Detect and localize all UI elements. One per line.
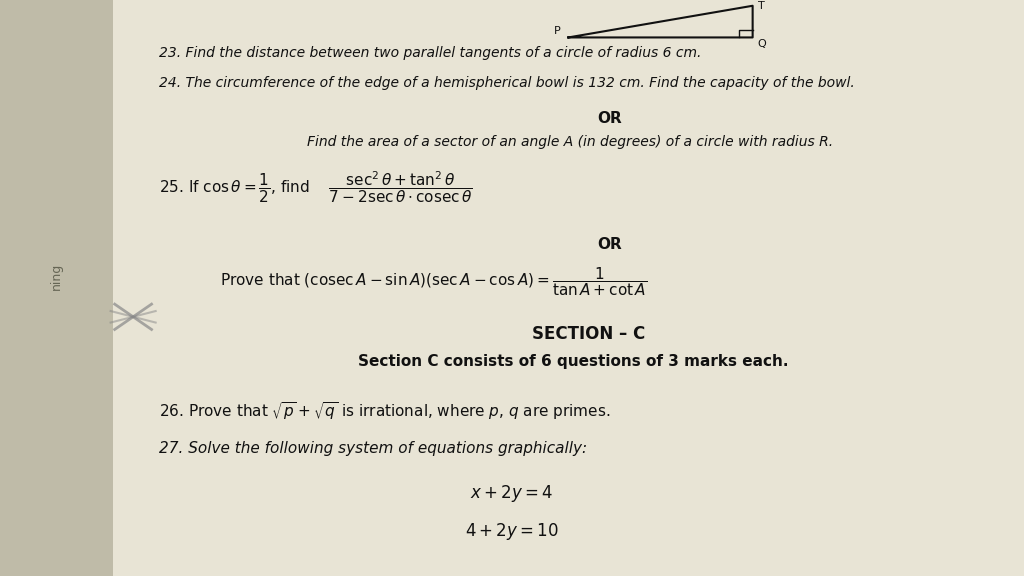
Text: 25. If $\cos\theta = \dfrac{1}{2}$, find $\quad\dfrac{\sec^2\theta + \tan^2\thet: 25. If $\cos\theta = \dfrac{1}{2}$, find… bbox=[159, 170, 472, 206]
Text: Q: Q bbox=[758, 39, 767, 48]
Text: SECTION – C: SECTION – C bbox=[532, 325, 645, 343]
Text: $4 + 2y = 10$: $4 + 2y = 10$ bbox=[465, 521, 559, 542]
Polygon shape bbox=[113, 0, 1024, 576]
Text: 27. Solve the following system of equations graphically:: 27. Solve the following system of equati… bbox=[159, 441, 587, 456]
Text: 24. The circumference of the edge of a hemispherical bowl is 132 cm. Find the ca: 24. The circumference of the edge of a h… bbox=[159, 76, 854, 90]
Text: Find the area of a sector of an angle A (in degrees) of a circle with radius R.: Find the area of a sector of an angle A … bbox=[307, 135, 834, 149]
Text: T: T bbox=[758, 1, 765, 11]
Text: P: P bbox=[553, 26, 560, 36]
Text: ning: ning bbox=[50, 263, 62, 290]
Text: 26. Prove that $\sqrt{p} + \sqrt{q}$ is irrational, where $p$, $q$ are primes.: 26. Prove that $\sqrt{p} + \sqrt{q}$ is … bbox=[159, 400, 610, 422]
Polygon shape bbox=[0, 0, 113, 576]
Text: OR: OR bbox=[597, 237, 622, 252]
Text: $x + 2y = 4$: $x + 2y = 4$ bbox=[470, 483, 554, 503]
Text: Section C consists of 6 questions of 3 marks each.: Section C consists of 6 questions of 3 m… bbox=[358, 354, 788, 369]
Text: Prove that $(\mathrm{cosec}\,A - \sin A)(\sec A - \cos A) = \dfrac{1}{\tan A + \: Prove that $(\mathrm{cosec}\,A - \sin A)… bbox=[220, 265, 647, 298]
Text: OR: OR bbox=[597, 111, 622, 126]
Text: 23. Find the distance between two parallel tangents of a circle of radius 6 cm.: 23. Find the distance between two parall… bbox=[159, 46, 701, 60]
